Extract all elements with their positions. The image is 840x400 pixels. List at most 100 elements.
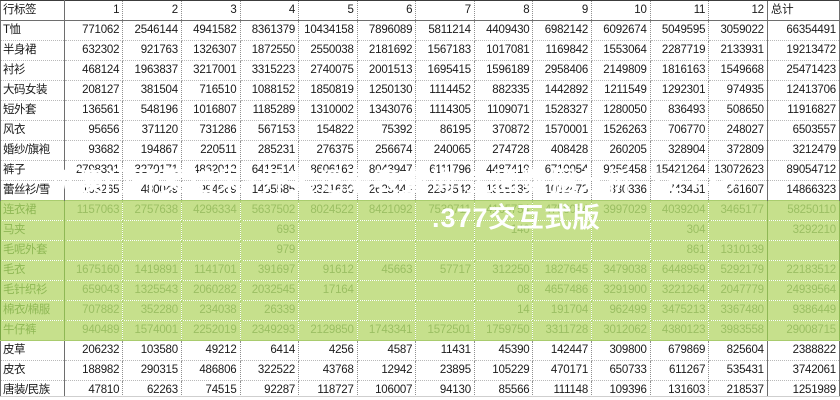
- row-label-cell[interactable]: 蕾丝衫/雪: [0, 180, 65, 201]
- column-header-7[interactable]: 7: [415, 0, 475, 21]
- value-cell[interactable]: 3479038: [591, 260, 651, 281]
- column-header-total[interactable]: 总计: [766, 0, 840, 21]
- value-cell[interactable]: 3983558: [708, 320, 768, 341]
- value-cell[interactable]: 118727: [298, 380, 358, 400]
- value-cell[interactable]: 4409430: [474, 20, 534, 41]
- value-cell[interactable]: 2133931: [708, 40, 768, 61]
- value-cell[interactable]: 188982: [64, 360, 124, 381]
- value-cell[interactable]: [415, 220, 475, 241]
- value-cell[interactable]: 1695415: [415, 60, 475, 81]
- value-cell[interactable]: 707882: [64, 300, 124, 321]
- value-cell[interactable]: 1310139: [708, 240, 768, 261]
- value-cell[interactable]: 4758084: [532, 200, 593, 221]
- value-cell[interactable]: 1169842: [532, 40, 593, 61]
- value-cell[interactable]: 1872550: [240, 40, 300, 61]
- value-cell[interactable]: 1816163: [650, 60, 710, 81]
- value-cell[interactable]: 659043: [64, 280, 124, 301]
- value-cell[interactable]: 6710954: [532, 160, 593, 181]
- row-label-cell[interactable]: 衬衫: [0, 60, 65, 81]
- value-cell[interactable]: 508650: [708, 100, 768, 121]
- column-header-row-labels[interactable]: 行标签: [0, 0, 65, 21]
- value-cell[interactable]: 2798391: [64, 160, 124, 181]
- value-cell[interactable]: 7896089: [357, 20, 417, 41]
- value-cell[interactable]: 95656: [64, 120, 124, 141]
- value-cell[interactable]: 8361379: [240, 20, 300, 41]
- column-header-10[interactable]: 10: [591, 0, 651, 21]
- value-cell[interactable]: 1526263: [591, 120, 651, 141]
- value-cell[interactable]: 979: [240, 240, 300, 261]
- value-cell[interactable]: 391697: [240, 260, 300, 281]
- value-cell[interactable]: 1743341: [357, 320, 417, 341]
- value-cell[interactable]: 1549668: [708, 60, 768, 81]
- value-cell[interactable]: 693: [240, 220, 300, 241]
- row-total-cell[interactable]: 1251989: [766, 380, 840, 400]
- column-header-1[interactable]: 1: [64, 0, 124, 21]
- row-label-cell[interactable]: 唐装/民族: [0, 380, 65, 400]
- value-cell[interactable]: [415, 300, 475, 321]
- value-cell[interactable]: 106007: [357, 380, 417, 400]
- value-cell[interactable]: [357, 220, 417, 241]
- row-label-cell[interactable]: T恤: [0, 20, 65, 41]
- value-cell[interactable]: 4039204: [650, 200, 710, 221]
- value-cell[interactable]: 6092674: [591, 20, 651, 41]
- value-cell[interactable]: 6414: [240, 340, 300, 361]
- value-cell[interactable]: 111148: [532, 380, 593, 400]
- value-cell[interactable]: 57717: [415, 260, 475, 281]
- value-cell[interactable]: [357, 280, 417, 301]
- table-row[interactable]: T恤 771062 2546144 4941582 8361379 10434158 789…: [0, 20, 840, 41]
- value-cell[interactable]: 2001513: [357, 60, 417, 81]
- value-cell[interactable]: 8606163: [298, 160, 358, 181]
- value-cell[interactable]: 26339: [240, 300, 300, 321]
- row-total-cell[interactable]: 6503557: [766, 120, 840, 141]
- value-cell[interactable]: 6448959: [650, 260, 710, 281]
- column-header-2[interactable]: 2: [122, 0, 182, 21]
- row-total-cell[interactable]: 58250110: [766, 200, 840, 221]
- value-cell[interactable]: 1528327: [532, 100, 593, 121]
- value-cell[interactable]: 2252019: [181, 320, 241, 341]
- value-cell[interactable]: 260205: [591, 140, 651, 161]
- value-cell[interactable]: [64, 220, 124, 241]
- value-cell[interactable]: 2349293: [240, 320, 300, 341]
- value-cell[interactable]: 1211549: [591, 80, 651, 101]
- value-cell[interactable]: 548196: [122, 100, 182, 121]
- value-cell[interactable]: 632302: [64, 40, 124, 61]
- value-cell[interactable]: 1570001: [532, 120, 593, 141]
- row-label-cell[interactable]: 毛呢外套: [0, 240, 65, 261]
- value-cell[interactable]: 1032473: [532, 180, 593, 201]
- value-cell[interactable]: 86195: [415, 120, 475, 141]
- value-cell[interactable]: 103265: [64, 180, 124, 201]
- value-cell[interactable]: 4165754: [474, 200, 534, 221]
- value-cell[interactable]: 12942: [357, 360, 417, 381]
- row-label-cell[interactable]: 皮衣: [0, 360, 65, 381]
- value-cell[interactable]: 8024522: [298, 200, 358, 221]
- value-cell[interactable]: 47810: [64, 380, 124, 400]
- value-cell[interactable]: 1016807: [181, 100, 241, 121]
- value-cell[interactable]: 940489: [64, 320, 124, 341]
- value-cell[interactable]: 4587: [357, 340, 417, 361]
- value-cell[interactable]: 1157063: [64, 200, 124, 221]
- value-cell[interactable]: [357, 300, 417, 321]
- value-cell[interactable]: 1310002: [298, 100, 358, 121]
- table-row[interactable]: 连衣裙 1157063 2757638 4296334 5637502 8024522 84…: [0, 200, 840, 221]
- value-cell[interactable]: 1185289: [240, 100, 300, 121]
- value-cell[interactable]: 206232: [64, 340, 124, 361]
- value-cell[interactable]: 650733: [591, 360, 651, 381]
- column-header-6[interactable]: 6: [357, 0, 417, 21]
- value-cell[interactable]: 240065: [415, 140, 475, 161]
- value-cell[interactable]: 43768: [298, 360, 358, 381]
- value-cell[interactable]: 1385235: [474, 180, 534, 201]
- value-cell[interactable]: 8043947: [357, 160, 417, 181]
- value-cell[interactable]: 103580: [122, 340, 182, 361]
- value-cell[interactable]: 470171: [532, 360, 593, 381]
- table-row[interactable]: 毛衣 1675160 1419891 1141701 391697 91612 45663 5…: [0, 260, 840, 281]
- table-row[interactable]: 风衣 95656 371120 731286 567153 154822 75392 8619…: [0, 120, 840, 141]
- value-cell[interactable]: 1567183: [415, 40, 475, 61]
- value-cell[interactable]: 3221264: [650, 280, 710, 301]
- value-cell[interactable]: 486806: [181, 360, 241, 381]
- value-cell[interactable]: 248027: [708, 120, 768, 141]
- value-cell[interactable]: 3475213: [650, 300, 710, 321]
- value-cell[interactable]: 5049595: [650, 20, 710, 41]
- value-cell[interactable]: 1114452: [415, 80, 475, 101]
